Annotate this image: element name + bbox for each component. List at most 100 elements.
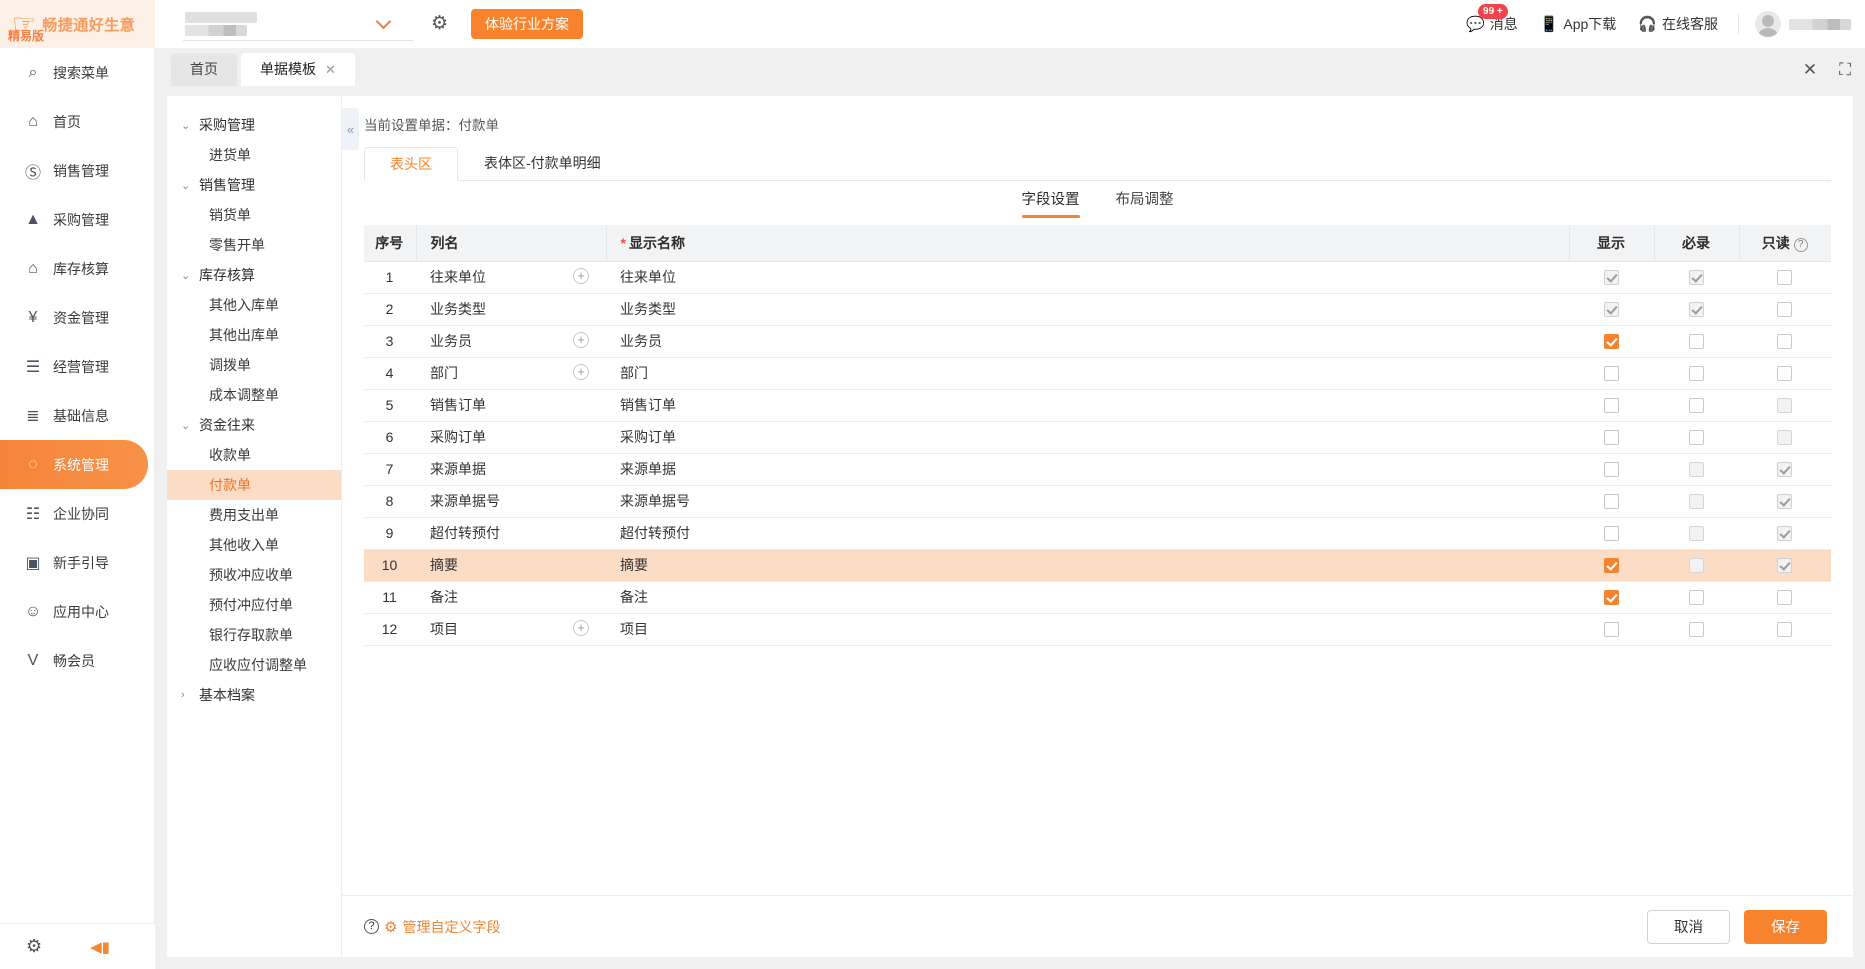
show-checkbox[interactable] [1603,462,1619,478]
tree-leaf-17[interactable]: 银行存取款单 [167,620,341,650]
table-row[interactable]: 11 备注 备注 [364,581,1831,614]
tab-body-area[interactable]: 表体区-付款单明细 [484,155,601,171]
tree-leaf-11[interactable]: 收款单 [167,440,341,470]
cell-display-name[interactable]: 备注 [606,581,1569,614]
table-row[interactable]: 5 销售订单 销售订单 [364,389,1831,422]
sidebar-item-2[interactable]: Ⓢ 销售管理 [0,146,154,195]
cell-display-name[interactable]: 项目 [606,613,1569,646]
sidebar-item-10[interactable]: ▣ 新手引导 [0,538,154,587]
tree-leaf-16[interactable]: 预付冲应付单 [167,590,341,620]
user-profile-entry[interactable] [1755,11,1851,37]
tree-leaf-18[interactable]: 应收应付调整单 [167,650,341,680]
subtab-field-settings[interactable]: 字段设置 [1021,188,1080,218]
experience-industry-solution-button[interactable]: 体验行业方案 [471,9,583,39]
tree-leaf-6[interactable]: 其他入库单 [167,290,341,320]
close-icon[interactable]: ✕ [325,62,336,77]
readonly-checkbox[interactable] [1777,334,1792,350]
header-gear-icon[interactable]: ⚙ [431,13,449,34]
table-row[interactable]: 10 摘要 摘要 [364,549,1831,582]
show-checkbox[interactable] [1603,334,1619,350]
cancel-button[interactable]: 取消 [1647,909,1730,944]
tree-leaf-3[interactable]: 销货单 [167,200,341,230]
table-row[interactable]: 7 来源单据 来源单据 [364,453,1831,486]
tree-leaf-8[interactable]: 调拨单 [167,350,341,380]
save-button[interactable]: 保存 [1744,909,1827,944]
show-checkbox[interactable] [1603,398,1619,414]
close-all-tabs-icon[interactable]: ✕ [1802,60,1818,79]
required-checkbox[interactable] [1688,398,1704,414]
sidebar-item-1[interactable]: ⌂ 首页 [0,97,154,146]
sidebar-item-8[interactable]: ◌ 系统管理 [0,440,148,489]
cell-display-name[interactable]: 来源单据 [606,453,1569,486]
sidebar-settings-gear-icon[interactable]: ⚙ [26,936,43,956]
required-checkbox[interactable] [1688,622,1704,638]
tree-leaf-13[interactable]: 费用支出单 [167,500,341,530]
chevron-down-icon[interactable] [375,13,392,30]
tree-group-0[interactable]: ⌄ 采购管理 [167,110,341,140]
tree-group-5[interactable]: ⌄ 库存核算 [167,260,341,290]
required-checkbox[interactable] [1688,590,1704,606]
tab-header-area[interactable]: 表头区 [364,147,458,181]
show-checkbox[interactable] [1603,494,1619,510]
plus-circle-icon[interactable]: + [573,268,589,284]
table-row[interactable]: 12 项目 + 项目 [364,613,1831,646]
show-checkbox[interactable] [1603,526,1619,542]
subtab-layout-adjust[interactable]: 布局调整 [1115,192,1174,208]
plus-circle-icon[interactable]: + [573,332,589,348]
messages-entry[interactable]: 💬 消息 99 + [1466,4,1518,34]
required-checkbox[interactable] [1688,430,1704,446]
table-row[interactable]: 6 采购订单 采购订单 [364,421,1831,454]
tree-leaf-1[interactable]: 进货单 [167,140,341,170]
sidebar-item-5[interactable]: ¥ 资金管理 [0,293,154,342]
show-checkbox[interactable] [1603,590,1619,606]
double-chevron-left-icon[interactable]: « [342,108,359,150]
manage-custom-fields-link[interactable]: ? ⚙ 管理自定义字段 [364,917,500,937]
sidebar-item-6[interactable]: ☰ 经营管理 [0,342,154,391]
cell-display-name[interactable]: 超付转预付 [606,517,1569,550]
cell-display-name[interactable]: 销售订单 [606,389,1569,422]
tree-leaf-9[interactable]: 成本调整单 [167,380,341,410]
table-row[interactable]: 4 部门 + 部门 [364,357,1831,390]
readonly-checkbox[interactable] [1777,270,1792,286]
tree-group-19[interactable]: › 基本档案 [167,680,341,710]
cell-display-name[interactable]: 业务员 [606,325,1569,358]
table-row[interactable]: 1 往来单位 + 往来单位 [364,261,1831,294]
sidebar-item-11[interactable]: ☺ 应用中心 [0,587,154,636]
tree-leaf-15[interactable]: 预收冲应收单 [167,560,341,590]
plus-circle-icon[interactable]: + [573,620,589,636]
sidebar-item-4[interactable]: ⌂ 库存核算 [0,244,154,293]
tree-leaf-4[interactable]: 零售开单 [167,230,341,260]
cell-display-name[interactable]: 来源单据号 [606,485,1569,518]
tree-leaf-14[interactable]: 其他收入单 [167,530,341,560]
cell-display-name[interactable]: 业务类型 [606,293,1569,326]
table-row[interactable]: 3 业务员 + 业务员 [364,325,1831,358]
sidebar-item-7[interactable]: ≣ 基础信息 [0,391,154,440]
required-checkbox[interactable] [1688,334,1704,350]
tree-group-10[interactable]: ⌄ 资金往来 [167,410,341,440]
tree-leaf-7[interactable]: 其他出库单 [167,320,341,350]
org-selector[interactable] [183,7,413,41]
tree-group-2[interactable]: ⌄ 销售管理 [167,170,341,200]
tree-leaf-12[interactable]: 付款单 [167,470,341,500]
tab-home[interactable]: 首页 [171,53,237,86]
show-checkbox[interactable] [1603,558,1619,574]
show-checkbox[interactable] [1603,366,1619,382]
sidebar-item-0[interactable]: ⌕ 搜索菜单 [0,48,154,97]
cell-display-name[interactable]: 摘要 [606,549,1569,582]
help-icon[interactable]: ? [1793,237,1808,252]
cell-display-name[interactable]: 往来单位 [606,261,1569,294]
readonly-checkbox[interactable] [1777,590,1792,606]
cell-display-name[interactable]: 采购订单 [606,421,1569,454]
app-download-entry[interactable]: 📱 App下载 [1540,14,1617,34]
table-row[interactable]: 2 业务类型 业务类型 [364,293,1831,326]
sidebar-item-3[interactable]: ▲ 采购管理 [0,195,154,244]
readonly-checkbox[interactable] [1777,302,1792,318]
readonly-checkbox[interactable] [1777,622,1792,638]
table-row[interactable]: 9 超付转预付 超付转预付 [364,517,1831,550]
sidebar-item-12[interactable]: V 畅会员 [0,636,154,685]
cell-display-name[interactable]: 部门 [606,357,1569,390]
fullscreen-icon[interactable]: ⛶ [1839,60,1851,79]
online-service-entry[interactable]: 🎧 在线客服 [1638,14,1718,34]
show-checkbox[interactable] [1603,622,1619,638]
show-checkbox[interactable] [1603,430,1619,446]
